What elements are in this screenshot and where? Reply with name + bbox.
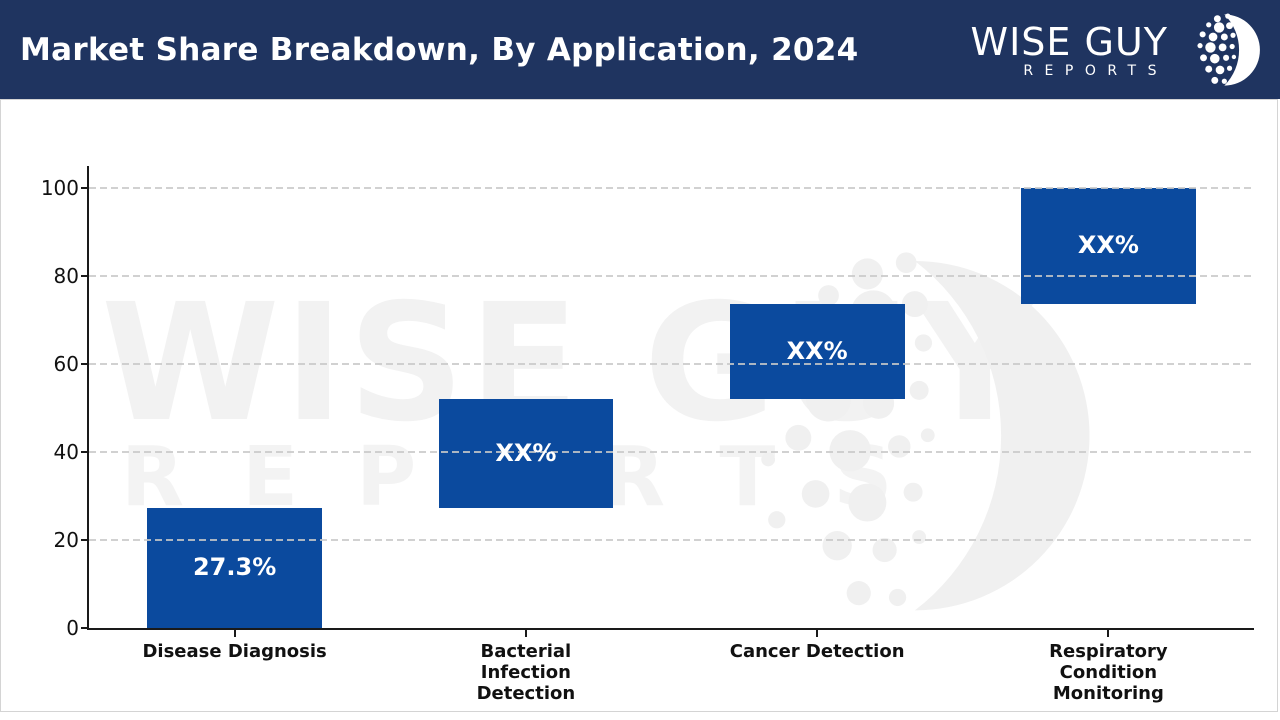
- gridline: [89, 187, 1254, 189]
- bar: [438, 399, 614, 508]
- logo-wordmark: WISE GUY: [970, 19, 1168, 64]
- gridline: [89, 539, 1254, 541]
- y-tick-mark: [81, 363, 89, 365]
- bar-value-label: XX%: [1077, 231, 1139, 260]
- logo-subtitle: REPORTS: [1023, 62, 1168, 79]
- y-tick-label: 60: [53, 352, 79, 376]
- waterfall-chart: WISE GUY REPORTS 02040608010027.3%Diseas…: [1, 100, 1277, 711]
- x-tick-mark: [1107, 630, 1110, 637]
- chart-card: WISE GUY REPORTS 02040608010027.3%Diseas…: [0, 99, 1278, 712]
- x-category-label: Respiratory Condition Monitoring: [1049, 641, 1168, 704]
- x-category-label: Disease Diagnosis: [142, 641, 327, 662]
- y-axis-line: [87, 166, 89, 630]
- y-tick-label: 100: [40, 176, 79, 200]
- gridline: [89, 275, 1254, 277]
- y-tick-mark: [81, 627, 89, 629]
- wise-guy-logo: WISE GUY REPORTS: [971, 6, 1266, 94]
- y-tick-label: 80: [53, 264, 79, 288]
- y-tick-label: 20: [53, 528, 79, 552]
- x-axis-line: [87, 628, 1254, 630]
- logo-head-icon: [1197, 13, 1260, 86]
- page-title: Market Share Breakdown, By Application, …: [20, 31, 859, 68]
- logo-text: WISE GUY REPORTS: [971, 22, 1168, 79]
- x-category-label: Cancer Detection: [729, 641, 905, 662]
- y-tick-mark: [81, 539, 89, 541]
- y-tick-label: 40: [53, 440, 79, 464]
- y-tick-label: 0: [66, 616, 79, 640]
- bar-value-label: XX%: [495, 438, 557, 467]
- x-tick-mark: [816, 630, 819, 637]
- x-category-label: Bacterial Infection Detection: [476, 641, 576, 704]
- bar: [729, 304, 905, 400]
- x-tick-mark: [233, 630, 236, 637]
- bar-value-label: 27.3%: [192, 552, 277, 581]
- gridline: [89, 451, 1254, 453]
- y-tick-mark: [81, 187, 89, 189]
- gridline: [89, 363, 1254, 365]
- bar-value-label: XX%: [786, 336, 848, 365]
- y-tick-mark: [81, 451, 89, 453]
- bar: [1021, 188, 1196, 305]
- y-tick-mark: [81, 275, 89, 277]
- header: Market Share Breakdown, By Application, …: [0, 0, 1280, 99]
- x-tick-mark: [524, 630, 527, 637]
- bar: [147, 507, 322, 628]
